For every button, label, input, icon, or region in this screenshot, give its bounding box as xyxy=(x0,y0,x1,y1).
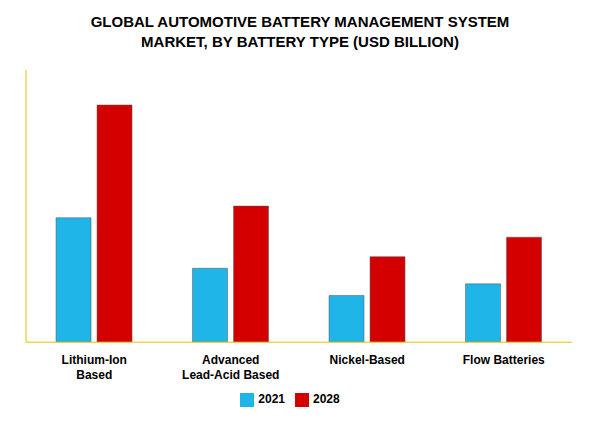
svg-text:Nickel-Based: Nickel-Based xyxy=(330,353,405,367)
html-text:GLOBAL AUTOMOTIVE BATTERY MANA: GLOBAL AUTOMOTIVE BATTERY MANAGEMENT SYS… xyxy=(90,13,510,50)
svg-text:AdvancedLead-Acid Based: AdvancedLead-Acid Based xyxy=(182,353,279,382)
html-text:2028: 2028 xyxy=(313,392,340,407)
svg-text:Flow Batteries: Flow Batteries xyxy=(463,353,545,367)
html-text:2021: 2021 xyxy=(258,392,285,407)
svg-text:Lithium-IonBased: Lithium-IonBased xyxy=(62,353,127,382)
